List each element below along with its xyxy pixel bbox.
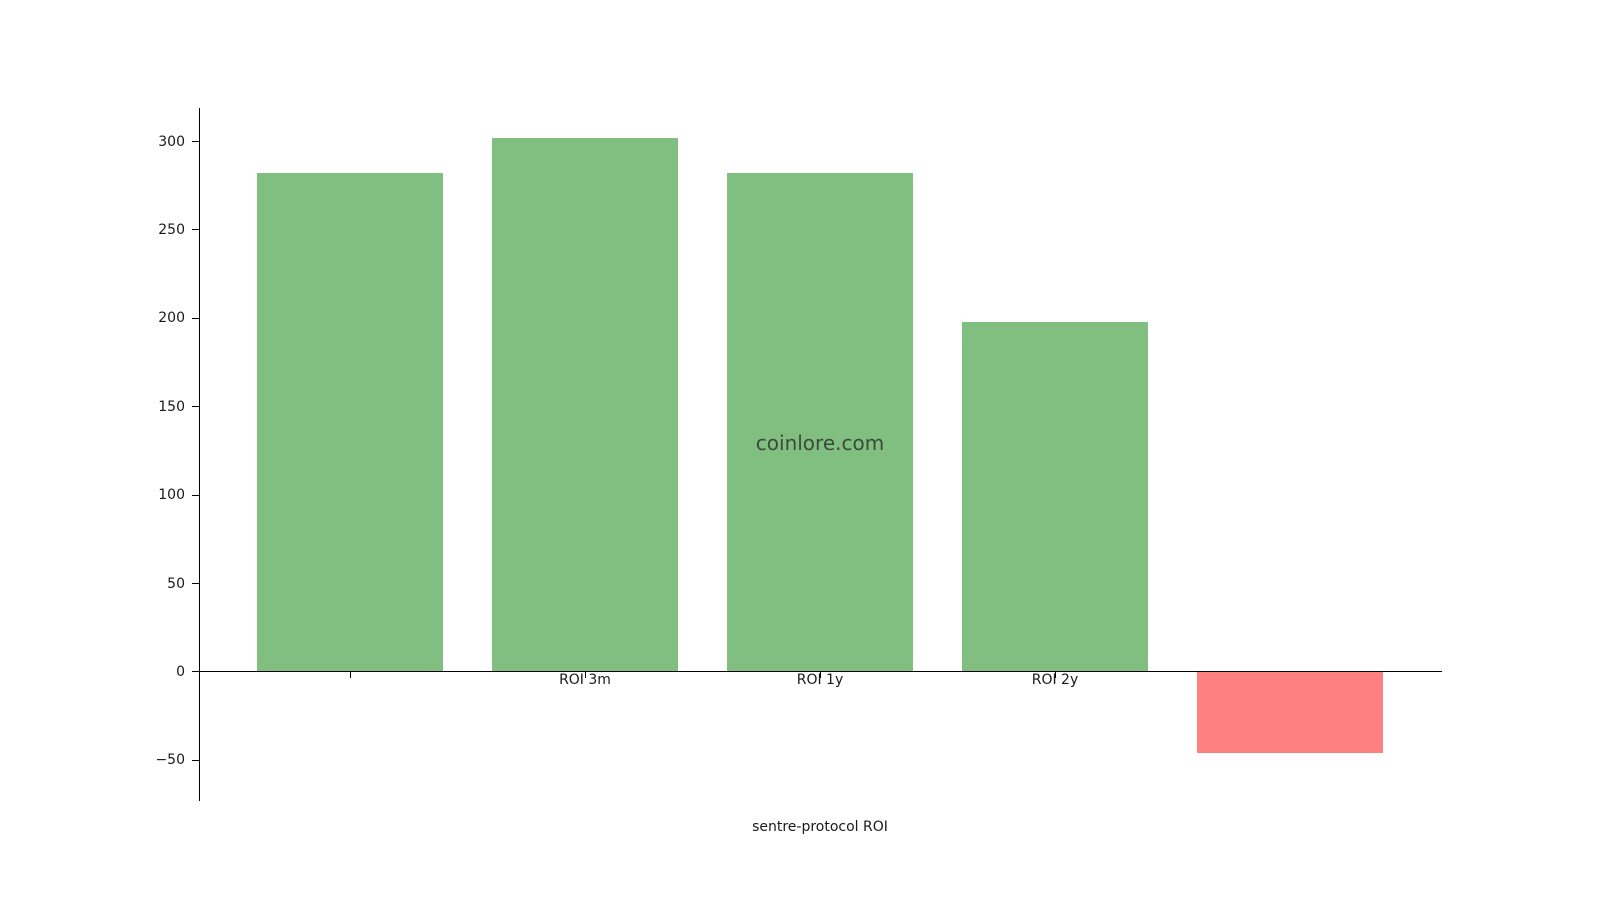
y-tick-mark (192, 141, 199, 143)
y-tick-label: 50 (167, 575, 185, 592)
bar-roi-1y (727, 173, 913, 672)
y-tick-label: 0 (176, 663, 185, 680)
y-tick-mark (192, 494, 199, 496)
bar-bar-5 (1197, 671, 1383, 754)
y-tick-label: −50 (155, 752, 185, 769)
y-tick-mark (192, 229, 199, 231)
y-tick-mark (192, 406, 199, 408)
watermark: coinlore.com (755, 431, 885, 455)
y-tick-mark (192, 671, 199, 673)
y-tick-mark (192, 583, 199, 585)
x-tick-label-roi-3m: ROI 3m (559, 671, 611, 688)
x-tick-mark (819, 671, 821, 678)
y-tick-label: 100 (158, 487, 185, 504)
y-axis-line (199, 108, 200, 801)
x-tick-mark (584, 671, 586, 678)
x-tick-label-roi-1y: ROI 1y (796, 671, 844, 688)
x-axis-line (199, 671, 1442, 673)
y-tick-mark (192, 759, 199, 761)
y-tick-label: 200 (158, 310, 185, 327)
bar-roi-3m (492, 138, 678, 672)
y-tick-label: 300 (158, 133, 185, 150)
y-tick-label: 250 (158, 221, 185, 238)
bar-bar-1 (257, 173, 443, 672)
y-tick-mark (192, 317, 199, 319)
chart-title: sentre-protocol ROI (752, 819, 888, 835)
x-tick-label-roi-2y: ROI 2y (1031, 671, 1079, 688)
x-tick-mark (1054, 671, 1056, 678)
bar-roi-2y (962, 321, 1148, 672)
y-tick-label: 150 (158, 398, 185, 415)
x-tick-mark (349, 671, 351, 678)
